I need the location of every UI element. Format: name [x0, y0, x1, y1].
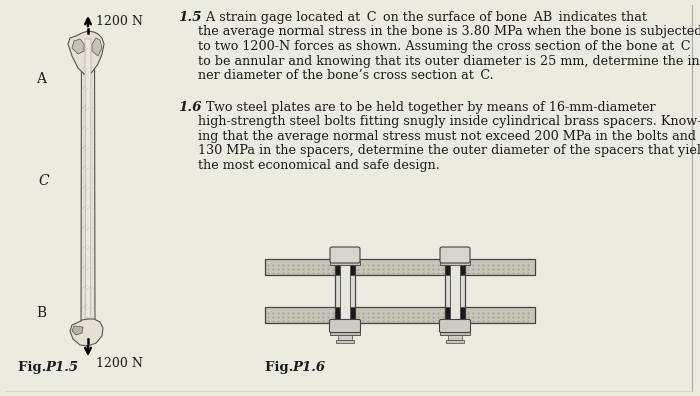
Bar — [265, 307, 535, 323]
FancyBboxPatch shape — [330, 320, 360, 333]
Polygon shape — [68, 31, 104, 76]
Text: P1.6: P1.6 — [292, 361, 325, 374]
Bar — [336, 340, 354, 343]
Bar — [445, 259, 465, 275]
Bar — [446, 340, 464, 343]
Text: Fig.: Fig. — [265, 361, 298, 374]
Text: A strain gage located at  C  on the surface of bone  AB  indicates that: A strain gage located at C on the surfac… — [198, 11, 647, 24]
Text: high-strength steel bolts fitting snugly inside cylindrical brass spacers. Know-: high-strength steel bolts fitting snugly… — [198, 115, 700, 128]
Text: to be annular and knowing that its outer diameter is 25 mm, determine the in-: to be annular and knowing that its outer… — [198, 55, 700, 67]
Polygon shape — [85, 39, 91, 318]
Polygon shape — [72, 39, 84, 54]
Text: P1.5: P1.5 — [45, 361, 78, 374]
Bar — [335, 307, 355, 323]
Text: A: A — [36, 72, 46, 86]
Bar — [338, 335, 352, 340]
Bar — [450, 261, 460, 321]
Polygon shape — [81, 34, 95, 323]
Bar — [265, 259, 535, 275]
Text: 1.5: 1.5 — [178, 11, 202, 24]
Text: Fig.: Fig. — [18, 361, 51, 374]
Text: 1200 N: 1200 N — [96, 15, 143, 28]
Text: ner diameter of the bone’s cross section at  C.: ner diameter of the bone’s cross section… — [198, 69, 494, 82]
Text: the average normal stress in the bone is 3.80 MPa when the bone is subjected: the average normal stress in the bone is… — [198, 25, 700, 38]
FancyBboxPatch shape — [440, 320, 470, 333]
Text: to two 1200-N forces as shown. Assuming the cross section of the bone at  C: to two 1200-N forces as shown. Assuming … — [198, 40, 690, 53]
Text: ing that the average normal stress must not exceed 200 MPa in the bolts and: ing that the average normal stress must … — [198, 130, 696, 143]
Polygon shape — [92, 38, 102, 56]
Text: 1.6: 1.6 — [178, 101, 202, 114]
Bar — [448, 335, 462, 340]
Bar — [335, 259, 355, 323]
Bar — [335, 259, 355, 275]
Bar — [445, 259, 465, 323]
Bar — [330, 331, 360, 335]
Text: 130 MPa in the spacers, determine the outer diameter of the spacers that yields: 130 MPa in the spacers, determine the ou… — [198, 145, 700, 157]
Text: the most economical and safe design.: the most economical and safe design. — [198, 159, 440, 172]
Text: C: C — [38, 174, 48, 188]
Polygon shape — [72, 326, 83, 335]
Text: Two steel plates are to be held together by means of 16-mm-diameter: Two steel plates are to be held together… — [198, 101, 656, 114]
Text: 1200 N: 1200 N — [96, 357, 143, 370]
Bar — [445, 307, 465, 323]
FancyBboxPatch shape — [330, 247, 360, 263]
Bar — [330, 261, 360, 265]
Bar — [440, 261, 470, 265]
Bar — [440, 331, 470, 335]
Text: B: B — [36, 306, 46, 320]
FancyBboxPatch shape — [440, 247, 470, 263]
Polygon shape — [70, 319, 103, 346]
Bar — [340, 261, 350, 321]
